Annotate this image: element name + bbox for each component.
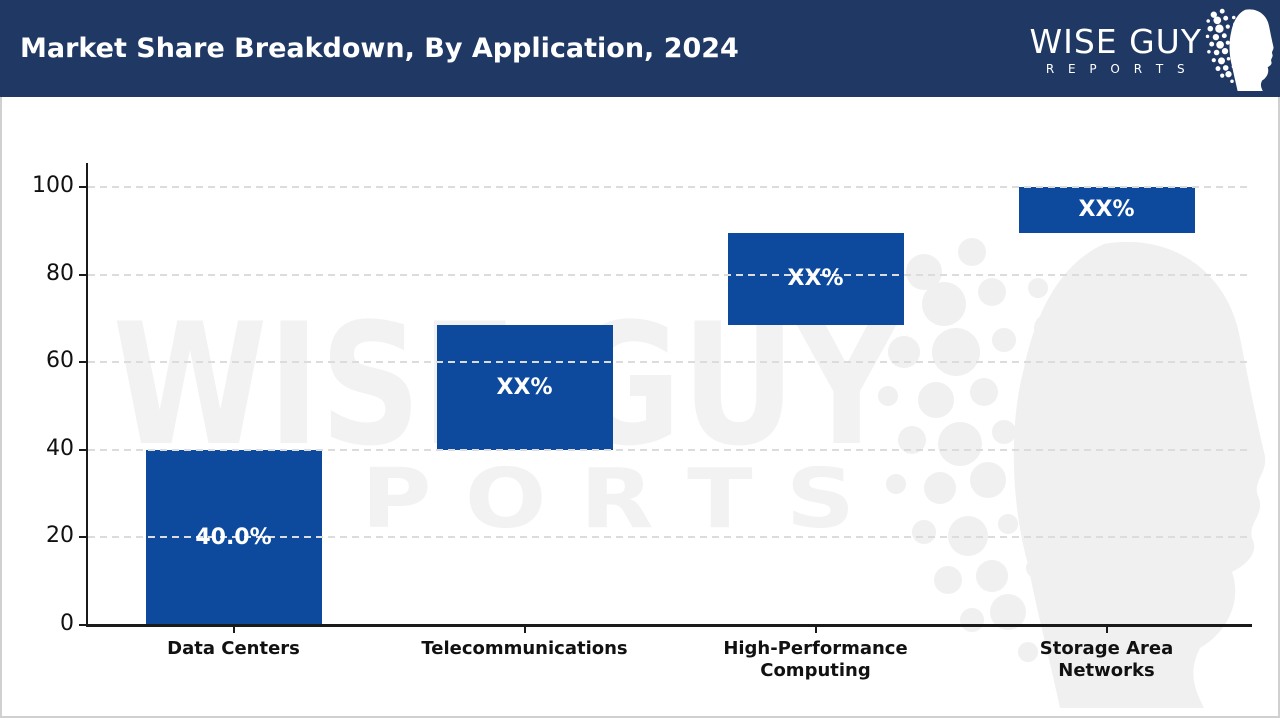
gridline (88, 536, 1252, 539)
y-tick-label: 80 (46, 260, 74, 286)
y-tick-label: 100 (32, 173, 74, 198)
y-tick (79, 448, 88, 451)
bar-segment (727, 232, 904, 325)
header: Market Share Breakdown, By Application, … (0, 0, 1280, 97)
wiseguy-logo: WISE GUY R E P O R T S (1029, 5, 1274, 93)
y-tick (79, 624, 88, 626)
y-tick-label: 20 (46, 523, 74, 549)
bar-value-label: XX% (496, 374, 553, 400)
bar-value-label: 40.0% (195, 524, 272, 550)
gridline (88, 186, 1252, 188)
x-tick (1105, 625, 1108, 633)
logo-text: WISE GUY R E P O R T S (1029, 22, 1202, 76)
y-tick (79, 361, 88, 364)
gridline (88, 361, 1252, 364)
y-tick-label: 40 (46, 435, 74, 461)
y-tick-label: 60 (46, 348, 74, 374)
x-category-label: High-Performance Computing (723, 638, 908, 681)
x-axis-line (86, 624, 1252, 627)
logo-reports-text: R E P O R T S (1045, 62, 1190, 76)
bar-segment (1018, 187, 1195, 233)
x-category-label: Storage Area Networks (1039, 638, 1174, 681)
bar-value-label: XX% (1078, 197, 1135, 223)
bar-segment (436, 324, 613, 450)
gridline (88, 273, 1252, 276)
y-tick (79, 536, 88, 539)
x-tick (232, 625, 235, 633)
y-tick-label: 0 (60, 611, 74, 636)
x-category-label: Telecommunications (421, 638, 628, 659)
logo-wordmark: WISE GUY (1029, 22, 1202, 61)
x-tick (523, 625, 526, 633)
logo-face-icon (1205, 8, 1274, 91)
y-tick (79, 186, 88, 188)
bar-value-label: XX% (787, 266, 844, 292)
page-title: Market Share Breakdown, By Application, … (20, 33, 739, 64)
y-axis-line (86, 163, 88, 627)
x-category-label: Data Centers (167, 638, 300, 659)
y-tick (79, 273, 88, 276)
x-tick (814, 625, 817, 633)
gridline (88, 448, 1252, 451)
